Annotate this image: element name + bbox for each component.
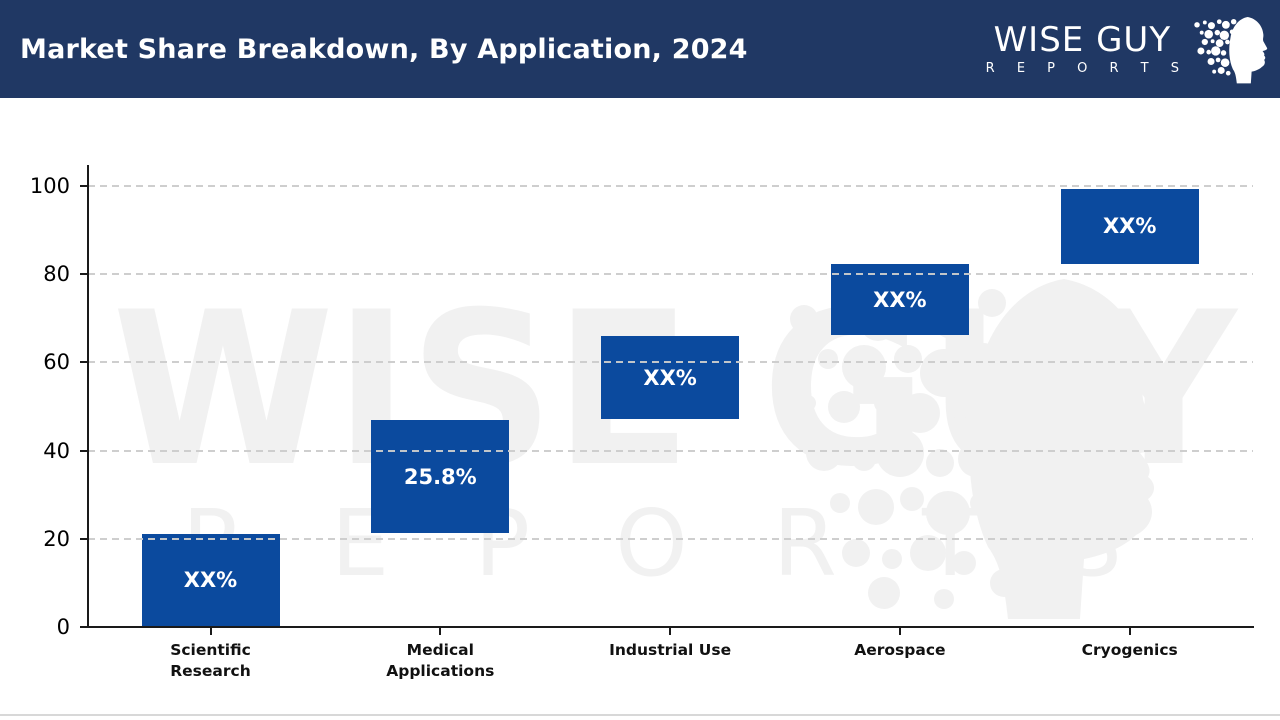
bar-value-label: XX% [643,365,697,390]
bar-value-label: XX% [183,568,238,593]
y-tick-label: 100 [29,174,70,198]
x-tick-mark [209,627,212,635]
x-axis-line [87,626,1254,628]
y-tick-label: 20 [43,526,70,551]
x-tick-mark [1128,627,1131,635]
y-tick-mark [80,537,88,540]
y-tick-label: 80 [43,262,70,287]
x-tick-mark [439,627,442,635]
x-tick-mark [669,627,672,635]
logo-reports-text: R E P O R T S [985,60,1188,76]
y-tick-mark [80,185,88,187]
bar-segment: XX% [601,336,740,419]
x-category-label: Scientific Research [170,641,251,680]
y-tick-mark [80,361,88,364]
bar-value-label: XX% [873,287,927,312]
y-tick-label: 0 [56,615,70,639]
y-tick-label: 40 [43,438,70,463]
waterfall-chart: WISE GUY R E P O R T S XX%25.8%XX%XX%XX%… [0,98,1280,720]
x-tick-mark [898,627,901,635]
bar-value-label: 25.8% [403,464,477,489]
y-axis-line [87,165,89,628]
logo-face-icon [1194,17,1268,84]
bar-segment: 25.8% [371,419,510,534]
y-tick-mark [80,273,88,276]
bar-segment: XX% [141,533,280,627]
logo-text: WISE GUY R E P O R T S [977,23,1188,76]
y-tick-mark [80,449,88,452]
gridline [88,449,1253,452]
bar-value-label: XX% [1102,214,1157,239]
gridline [88,185,1253,187]
bar-segment: XX% [830,264,969,336]
header-band: Market Share Breakdown, By Application, … [0,0,1280,98]
logo-name-text: WISE GUY [993,19,1172,60]
x-category-label: Medical Applications [386,641,495,680]
y-tick-mark [80,626,88,628]
x-category-label: Aerospace [854,641,946,659]
gridline [88,273,1253,276]
x-category-label: Cryogenics [1081,641,1178,659]
bar-segment: XX% [1060,188,1199,264]
gridline [88,537,1253,540]
footer-divider-line [0,714,1280,716]
x-category-label: Industrial Use [609,641,732,659]
wise-guy-logo: WISE GUY R E P O R T S [977,6,1280,92]
y-tick-label: 60 [43,350,70,375]
page-title: Market Share Breakdown, By Application, … [20,33,748,65]
gridline [88,361,1253,364]
